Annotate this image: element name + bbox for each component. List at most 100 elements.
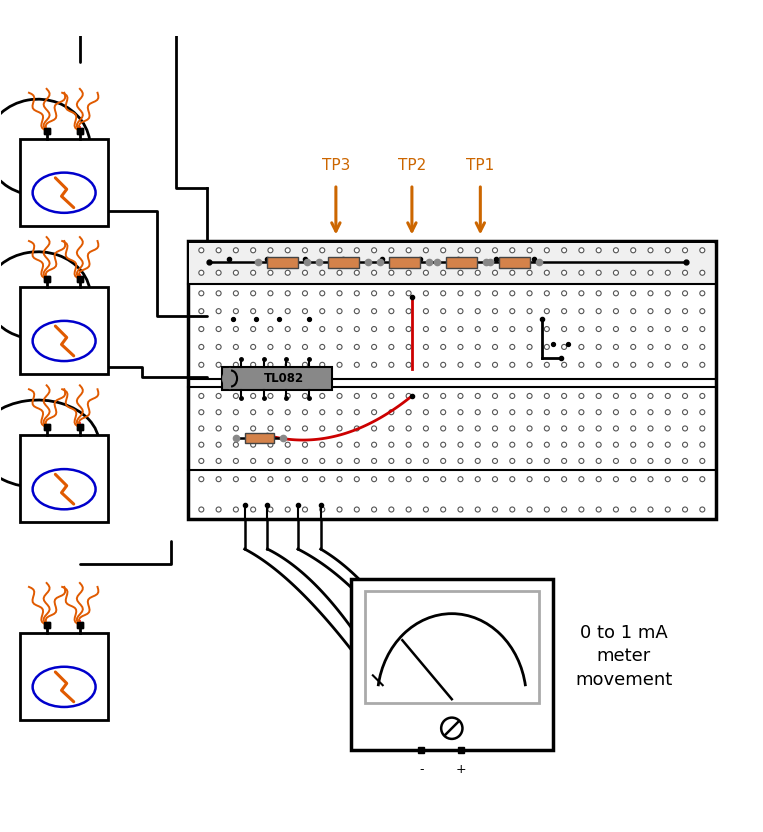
Circle shape: [648, 290, 653, 296]
Circle shape: [406, 309, 411, 314]
Ellipse shape: [33, 172, 95, 213]
Circle shape: [423, 477, 428, 482]
Circle shape: [648, 326, 653, 332]
Circle shape: [337, 290, 342, 296]
Circle shape: [527, 394, 532, 399]
Circle shape: [544, 270, 549, 275]
Circle shape: [354, 248, 359, 253]
Circle shape: [665, 477, 670, 482]
Circle shape: [475, 409, 480, 414]
Circle shape: [579, 270, 584, 275]
Circle shape: [631, 326, 636, 332]
Circle shape: [458, 326, 463, 332]
Circle shape: [320, 309, 325, 314]
Circle shape: [683, 409, 687, 414]
Circle shape: [631, 344, 636, 349]
Circle shape: [562, 409, 567, 414]
Circle shape: [631, 270, 636, 275]
Circle shape: [320, 290, 325, 296]
Circle shape: [337, 326, 342, 332]
Circle shape: [285, 290, 290, 296]
Circle shape: [458, 426, 463, 431]
Circle shape: [320, 458, 325, 463]
Circle shape: [562, 394, 567, 399]
Circle shape: [389, 442, 394, 448]
Circle shape: [441, 326, 446, 332]
Text: -: -: [45, 125, 49, 135]
Circle shape: [302, 409, 307, 414]
Circle shape: [544, 326, 549, 332]
Circle shape: [579, 344, 584, 349]
Circle shape: [337, 394, 342, 399]
Circle shape: [285, 477, 290, 482]
Circle shape: [527, 442, 532, 448]
Circle shape: [579, 362, 584, 367]
Circle shape: [250, 409, 256, 414]
Bar: [21, 287, 108, 374]
Circle shape: [302, 394, 307, 399]
Circle shape: [389, 362, 394, 367]
Circle shape: [216, 426, 221, 431]
Circle shape: [510, 507, 515, 512]
Circle shape: [527, 362, 532, 367]
Circle shape: [562, 477, 567, 482]
Circle shape: [389, 507, 394, 512]
Circle shape: [665, 270, 670, 275]
Circle shape: [562, 426, 567, 431]
Circle shape: [665, 426, 670, 431]
Ellipse shape: [33, 666, 95, 707]
Circle shape: [665, 394, 670, 399]
Circle shape: [406, 507, 411, 512]
Circle shape: [492, 344, 497, 349]
Circle shape: [475, 477, 480, 482]
Bar: [365, 592, 539, 702]
Circle shape: [199, 507, 204, 512]
Circle shape: [510, 458, 515, 463]
Circle shape: [372, 326, 377, 332]
Circle shape: [492, 507, 497, 512]
Circle shape: [372, 507, 377, 512]
Circle shape: [441, 362, 446, 367]
Circle shape: [648, 409, 653, 414]
Circle shape: [683, 248, 687, 253]
Circle shape: [285, 442, 290, 448]
Circle shape: [441, 270, 446, 275]
Circle shape: [700, 442, 705, 448]
Circle shape: [268, 309, 273, 314]
Circle shape: [544, 458, 549, 463]
Circle shape: [458, 270, 463, 275]
Circle shape: [475, 290, 480, 296]
Circle shape: [510, 394, 515, 399]
Circle shape: [665, 458, 670, 463]
Circle shape: [406, 426, 411, 431]
Circle shape: [579, 248, 584, 253]
Circle shape: [199, 270, 204, 275]
Circle shape: [285, 362, 290, 367]
Circle shape: [458, 477, 463, 482]
Circle shape: [320, 442, 325, 448]
Circle shape: [320, 362, 325, 367]
Circle shape: [285, 248, 290, 253]
Circle shape: [700, 394, 705, 399]
Circle shape: [199, 362, 204, 367]
Circle shape: [216, 362, 221, 367]
Circle shape: [250, 426, 256, 431]
Circle shape: [337, 426, 342, 431]
Circle shape: [579, 290, 584, 296]
Circle shape: [233, 442, 238, 448]
Circle shape: [475, 442, 480, 448]
Circle shape: [544, 290, 549, 296]
Circle shape: [389, 326, 394, 332]
Circle shape: [683, 362, 687, 367]
Circle shape: [596, 309, 601, 314]
Circle shape: [250, 248, 256, 253]
Circle shape: [631, 362, 636, 367]
Circle shape: [233, 477, 238, 482]
Circle shape: [492, 442, 497, 448]
Circle shape: [406, 458, 411, 463]
Circle shape: [562, 458, 567, 463]
Circle shape: [441, 309, 446, 314]
Text: +: +: [76, 421, 84, 431]
Circle shape: [613, 248, 619, 253]
Circle shape: [544, 507, 549, 512]
